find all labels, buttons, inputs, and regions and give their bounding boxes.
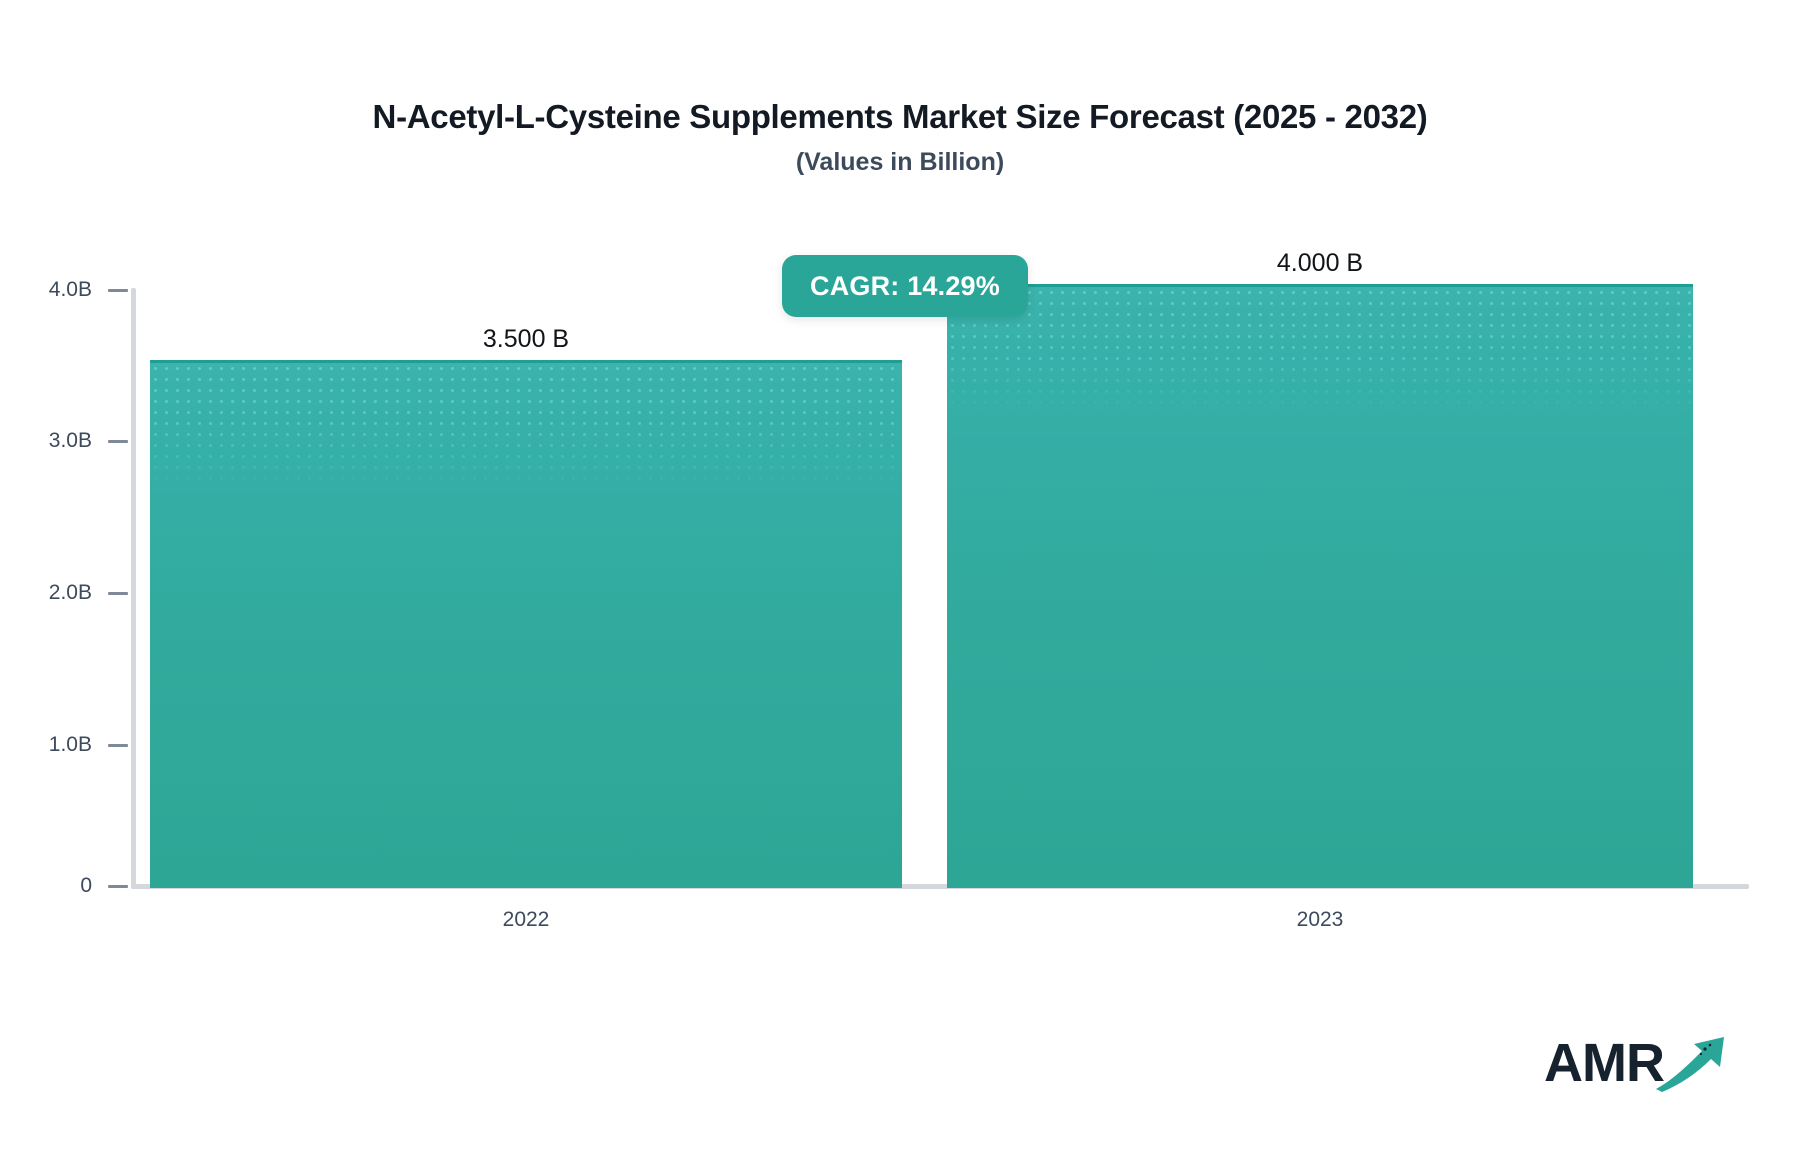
y-axis-tick-dash-icon-0 <box>108 884 128 888</box>
y-axis-tick-3: 3.0B <box>0 429 128 453</box>
bar-2023[interactable] <box>947 284 1693 888</box>
trending-up-arrow-icon <box>1654 1033 1728 1098</box>
cagr-badge[interactable]: CAGR: 14.29% <box>782 255 1028 317</box>
y-axis-tick-dash-icon-2 <box>108 591 128 595</box>
x-axis-tick-label-2023: 2023 <box>1296 908 1344 931</box>
x-axis-line <box>131 884 1749 889</box>
bar-value-label-2022: 3.500 B <box>482 325 570 353</box>
y-axis-tick-dash-icon-3 <box>108 439 128 443</box>
bar-texture-2023 <box>947 287 1693 417</box>
amr-logo: AMR <box>1544 1028 1728 1098</box>
chart-title: N-Acetyl-L-Cysteine Supplements Market S… <box>372 98 1428 135</box>
bar-2022[interactable] <box>150 360 902 888</box>
cagr-badge-label: CAGR: 14.29% <box>810 270 1000 301</box>
x-axis-tick-label-2022: 2022 <box>502 908 550 931</box>
y-axis-tick-4: 4.0B <box>0 278 128 302</box>
chart-subtitle: (Values in Billion) <box>795 148 1005 176</box>
y-axis-tick-dash-icon-1 <box>108 743 128 747</box>
bar-value-label-2023: 4.000 B <box>1276 249 1364 277</box>
y-axis-tick-label-4: 4.0B <box>48 278 92 301</box>
y-axis-tick-label-2: 2.0B <box>48 581 92 604</box>
y-axis-line <box>131 288 136 889</box>
y-axis-tick-label-1: 1.0B <box>48 733 92 756</box>
bar-texture-2022 <box>150 363 902 493</box>
y-axis-tick-label-3: 3.0B <box>48 429 92 452</box>
y-axis-tick-dash-icon-4 <box>108 288 128 292</box>
y-axis-tick-1: 1.0B <box>0 733 128 757</box>
y-axis-tick-0: 0 <box>0 874 128 898</box>
amr-logo-text: AMR <box>1544 1033 1665 1093</box>
y-axis-tick-2: 2.0B <box>0 581 128 605</box>
y-axis-tick-label-0: 0 <box>80 874 92 897</box>
